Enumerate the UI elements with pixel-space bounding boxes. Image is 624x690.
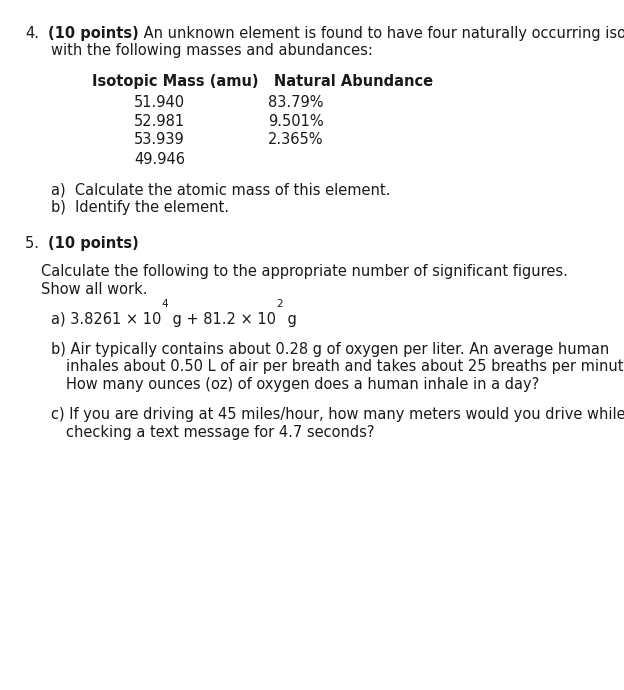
Text: with the following masses and abundances:: with the following masses and abundances… <box>51 43 373 59</box>
Text: 49.946: 49.946 <box>134 152 185 167</box>
Text: checking a text message for 4.7 seconds?: checking a text message for 4.7 seconds? <box>66 425 374 440</box>
Text: 5.: 5. <box>25 236 48 251</box>
Text: An unknown element is found to have four naturally occurring isotopes: An unknown element is found to have four… <box>139 26 624 41</box>
Text: inhales about 0.50 L of air per breath and takes about 25 breaths per minute.: inhales about 0.50 L of air per breath a… <box>66 359 624 375</box>
Text: 83.79%: 83.79% <box>268 95 324 110</box>
Text: 53.939: 53.939 <box>134 132 185 148</box>
Text: c) If you are driving at 45 miles/hour, how many meters would you drive while: c) If you are driving at 45 miles/hour, … <box>51 407 624 422</box>
Text: 51.940: 51.940 <box>134 95 185 110</box>
Text: 4.: 4. <box>25 26 39 41</box>
Text: 2: 2 <box>276 299 283 309</box>
Text: (10 points): (10 points) <box>48 236 139 251</box>
Text: (10 points): (10 points) <box>48 26 139 41</box>
Text: a)  Calculate the atomic mass of this element.: a) Calculate the atomic mass of this ele… <box>51 182 391 197</box>
Text: a) 3.8261 × 10: a) 3.8261 × 10 <box>51 312 162 327</box>
Text: Calculate the following to the appropriate number of significant figures.: Calculate the following to the appropria… <box>41 264 568 279</box>
Text: g: g <box>283 312 296 327</box>
Text: How many ounces (oz) of oxygen does a human inhale in a day?: How many ounces (oz) of oxygen does a hu… <box>66 377 539 393</box>
Text: 9.501%: 9.501% <box>268 114 324 129</box>
Text: g + 81.2 × 10: g + 81.2 × 10 <box>168 312 276 327</box>
Text: Isotopic Mass (amu)   Natural Abundance: Isotopic Mass (amu) Natural Abundance <box>92 74 434 89</box>
Text: 2.365%: 2.365% <box>268 132 324 148</box>
Text: 4: 4 <box>162 299 168 309</box>
Text: b) Air typically contains about 0.28 g of oxygen per liter. An average human: b) Air typically contains about 0.28 g o… <box>51 342 610 357</box>
Text: 52.981: 52.981 <box>134 114 185 129</box>
Text: Show all work.: Show all work. <box>41 282 148 297</box>
Text: b)  Identify the element.: b) Identify the element. <box>51 200 229 215</box>
